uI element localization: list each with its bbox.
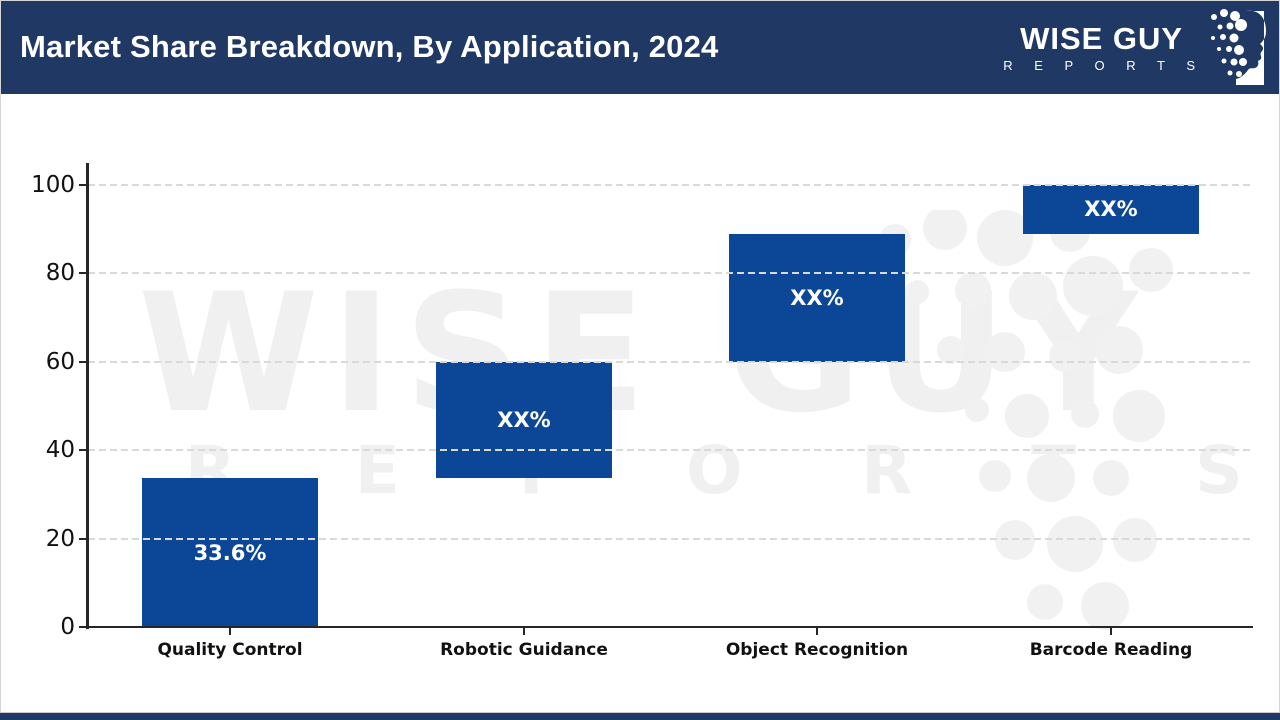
chart-title: Market Share Breakdown, By Application, … bbox=[20, 29, 719, 64]
bar-value-label: XX% bbox=[1084, 197, 1138, 222]
gridline bbox=[88, 184, 1253, 186]
y-axis-tick-label: 100 bbox=[31, 172, 75, 198]
header: Market Share Breakdown, By Application, … bbox=[0, 0, 1280, 94]
bar-segment: 33.6% bbox=[142, 478, 318, 627]
y-axis-tick-label: 0 bbox=[60, 614, 75, 640]
x-axis-tick bbox=[523, 627, 525, 635]
y-axis-tick bbox=[79, 626, 87, 628]
bar-segment: XX% bbox=[436, 361, 612, 479]
bar-segment: XX% bbox=[729, 233, 905, 362]
wise-guy-logo: WISE GUY R E P O R T S bbox=[999, 7, 1268, 87]
y-axis-tick-label: 80 bbox=[45, 260, 75, 287]
y-axis-tick-label: 20 bbox=[45, 525, 75, 552]
logo-subtitle: R E P O R T S bbox=[1003, 57, 1204, 73]
gridline bbox=[88, 272, 1253, 275]
y-axis-tick-label: 60 bbox=[45, 348, 75, 375]
y-axis-tick bbox=[79, 360, 87, 363]
x-axis-line bbox=[86, 625, 1253, 628]
bar-value-label: XX% bbox=[790, 285, 844, 310]
y-axis-tick-label: 40 bbox=[45, 437, 75, 464]
y-axis-tick bbox=[79, 537, 87, 540]
x-axis-tick bbox=[229, 627, 231, 635]
logo-wordmark: WISE GUY bbox=[1020, 20, 1184, 56]
gridline bbox=[88, 360, 1253, 363]
footer-bar bbox=[0, 713, 1280, 720]
gridline bbox=[88, 537, 1253, 540]
x-axis-category-label: Quality Control bbox=[157, 640, 303, 660]
logo-text: WISE GUY R E P O R T S bbox=[999, 23, 1204, 72]
y-axis-line bbox=[86, 162, 89, 629]
dotted-head-icon bbox=[1211, 9, 1266, 85]
x-axis-category-label: Robotic Guidance bbox=[440, 640, 608, 660]
y-axis-tick bbox=[79, 184, 87, 186]
x-axis-category-label: Barcode Reading bbox=[1029, 640, 1193, 660]
y-axis-tick bbox=[79, 272, 87, 275]
gridline bbox=[88, 449, 1253, 452]
x-axis-tick bbox=[1110, 627, 1112, 635]
bar-value-label: XX% bbox=[497, 408, 551, 433]
x-axis-category-label: Object Recognition bbox=[725, 640, 909, 660]
x-axis-tick bbox=[816, 627, 818, 635]
bar-value-label: 33.6% bbox=[193, 540, 267, 565]
footer-hairline bbox=[0, 712, 1280, 713]
y-axis-tick bbox=[79, 449, 87, 452]
bar-segment: XX% bbox=[1023, 185, 1199, 234]
